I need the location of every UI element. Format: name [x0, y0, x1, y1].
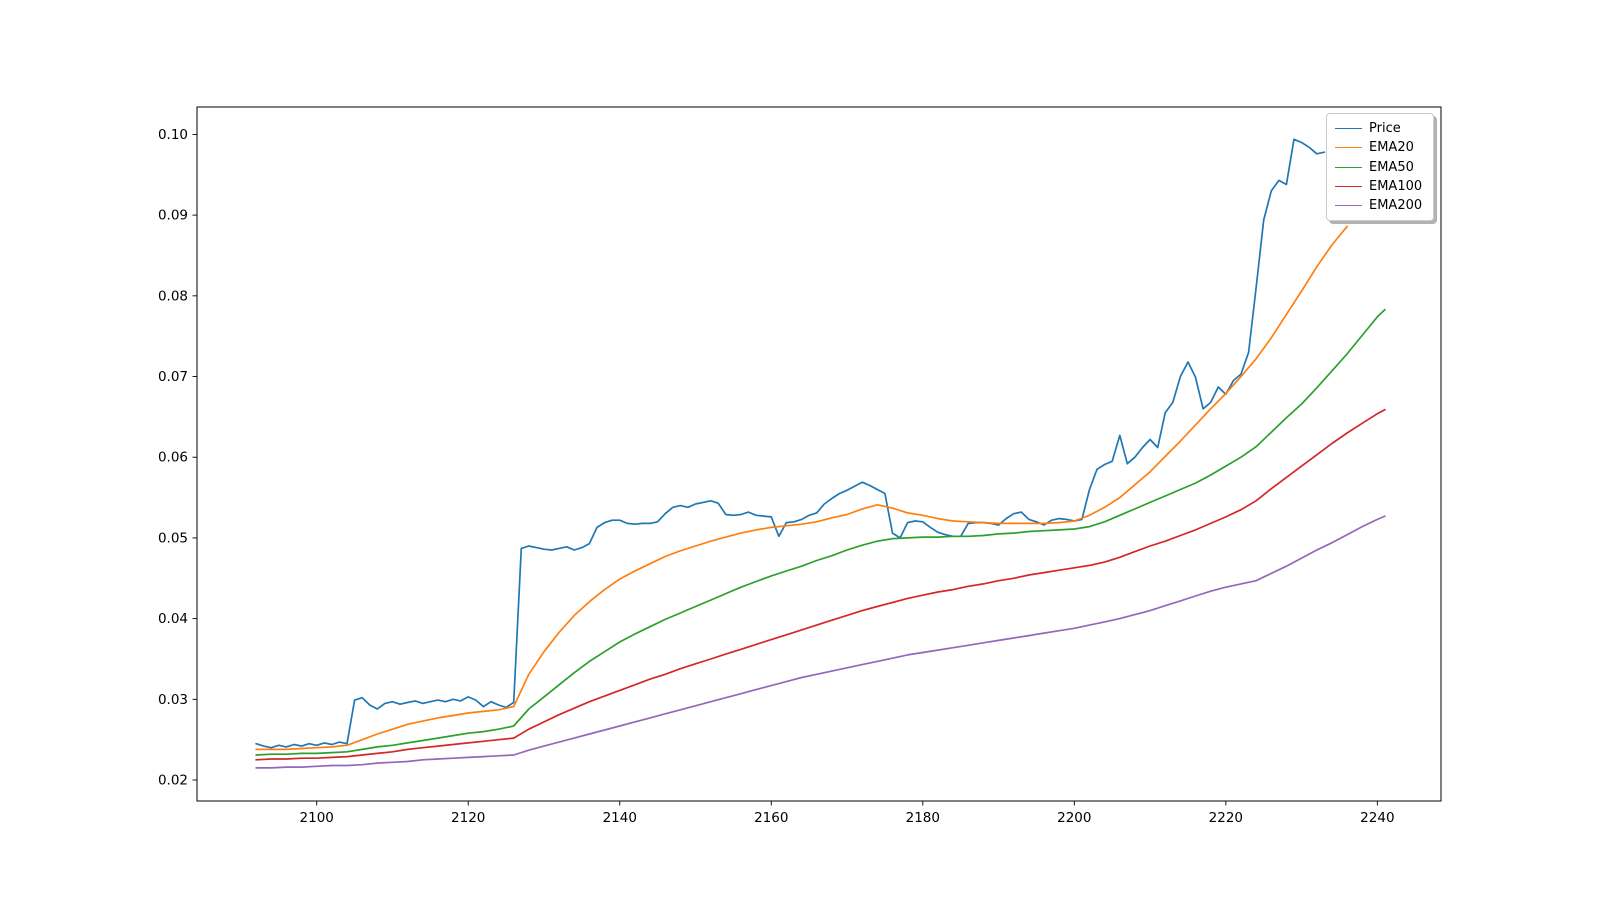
legend-label-ema100: EMA100: [1369, 178, 1423, 194]
ema20-line-swatch: [1335, 147, 1362, 149]
series-line-ema20: [255, 225, 1348, 751]
y-axis-tick-label: 0.08: [158, 288, 188, 304]
series-line-ema100: [255, 408, 1386, 761]
y-axis-tick-label: 0.03: [158, 692, 188, 708]
series-line-ema50: [255, 308, 1386, 756]
x-axis-tick-label: 2100: [300, 810, 334, 826]
legend-label-ema20: EMA20: [1369, 140, 1414, 156]
plot-border: [196, 106, 1442, 802]
x-axis-tick-label: 2220: [1209, 810, 1243, 826]
legend-entry-ema20: EMA20: [1335, 138, 1427, 157]
y-axis-tick-label: 0.04: [158, 611, 188, 627]
legend-label-ema50: EMA50: [1369, 159, 1414, 175]
x-axis-tick-label: 2140: [603, 810, 637, 826]
y-axis-tick-label: 0.05: [158, 530, 188, 546]
legend-label-price: Price: [1369, 121, 1401, 136]
ema100-line-swatch: [1335, 185, 1362, 187]
series-line-price: [255, 138, 1326, 749]
x-axis-tick-label: 2240: [1360, 810, 1394, 826]
legend-label-ema200: EMA200: [1369, 198, 1423, 213]
y-axis-tick-label: 0.10: [158, 127, 188, 143]
legend-entry-ema50: EMA50: [1335, 158, 1427, 177]
y-axis-tick-label: 0.06: [158, 450, 188, 466]
legend-entry-ema200: EMA200: [1335, 196, 1427, 215]
series-line-ema200: [255, 515, 1386, 769]
ema200-line-swatch: [1335, 205, 1362, 206]
y-axis-tick-label: 0.09: [158, 208, 188, 224]
x-axis-tick-label: 2120: [451, 810, 485, 826]
legend-entry-ema100: EMA100: [1335, 177, 1427, 196]
y-axis-tick-label: 0.02: [158, 773, 188, 789]
y-axis-tick-label: 0.07: [158, 369, 188, 385]
x-axis-tick-label: 2200: [1057, 810, 1091, 826]
x-axis-tick-label: 2160: [754, 810, 788, 826]
x-axis-tick-label: 2180: [906, 810, 940, 826]
ema50-line-swatch: [1335, 166, 1362, 168]
legend-entry-price: Price: [1335, 119, 1427, 138]
legend: Price EMA20 EMA50 EMA100 EMA200: [1326, 113, 1434, 221]
price-line-swatch: [1335, 128, 1362, 129]
